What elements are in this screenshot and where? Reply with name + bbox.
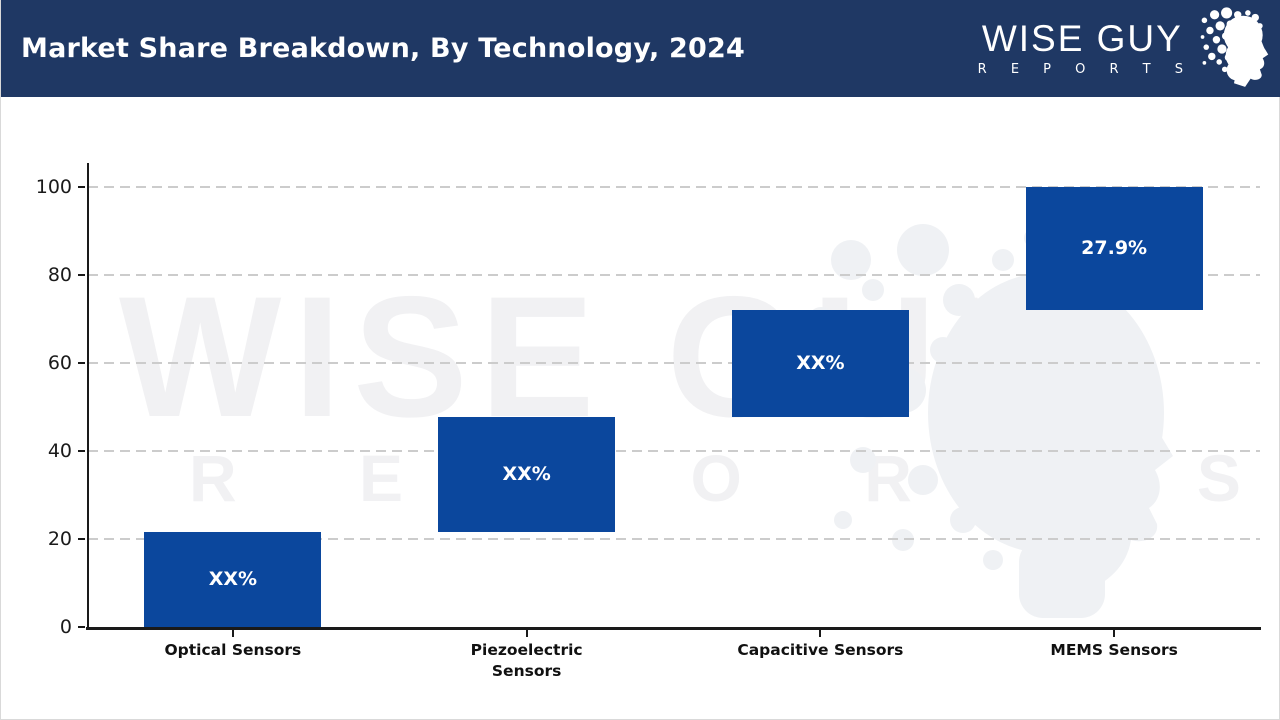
- x-category-label: Optical Sensors: [123, 640, 343, 661]
- bar-value-label: XX%: [208, 568, 258, 591]
- x-category-label-line: MEMS Sensors: [1050, 641, 1178, 659]
- wiseguy-logo: WISE GUY R E P O R T S: [972, 6, 1280, 91]
- y-tick-mark: [78, 450, 85, 452]
- bar-mems-sensors: 27.9%: [1025, 187, 1203, 310]
- x-category-label: Capacitive Sensors: [710, 640, 930, 661]
- y-tick-mark: [78, 274, 85, 276]
- bar-value-label: XX%: [796, 352, 845, 375]
- gridline: [88, 186, 1260, 188]
- bar-value-label: XX%: [502, 463, 551, 486]
- x-tick-mark: [231, 629, 234, 637]
- y-tick-label: 100: [35, 176, 72, 198]
- gridline: [88, 538, 1260, 540]
- bar-capacitive-sensors: XX%: [731, 309, 909, 417]
- logo-tagline-text: R E P O R T S: [977, 62, 1193, 77]
- y-axis-line: [87, 163, 89, 629]
- wiseguy-face-logo-icon: [1200, 6, 1269, 87]
- x-tick-mark: [1113, 629, 1116, 637]
- y-tick-label: 60: [47, 352, 72, 374]
- watermark-face-graphic: [796, 218, 1173, 618]
- x-category-label-line: Optical Sensors: [164, 641, 302, 659]
- x-axis-line: [86, 627, 1261, 630]
- y-tick-mark: [78, 186, 85, 188]
- gridline: [88, 274, 1260, 276]
- y-tick-mark: [78, 626, 85, 628]
- y-tick-label: 20: [47, 528, 72, 550]
- logo-name-text: WISE GUY: [981, 18, 1183, 59]
- x-tick-mark: [819, 629, 822, 637]
- x-tick-mark: [525, 629, 528, 637]
- x-category-label-line: Sensors: [491, 662, 562, 680]
- header-bar: Market Share Breakdown, By Technology, 2…: [1, 0, 1280, 97]
- x-category-label: Piezoelectric Sensors: [417, 640, 637, 682]
- y-tick-label: 80: [47, 264, 72, 286]
- y-tick-mark: [78, 538, 85, 540]
- wiseguy-logo-text: WISE GUY R E P O R T S: [972, 20, 1193, 77]
- y-tick-mark: [78, 362, 85, 364]
- x-category-label: MEMS Sensors: [1004, 640, 1224, 661]
- gridline: [88, 362, 1260, 364]
- x-category-label-line: Piezoelectric: [470, 641, 583, 659]
- bar-piezoelectric-sensors: XX%: [438, 416, 616, 532]
- chart-title: Market Share Breakdown, By Technology, 2…: [21, 33, 746, 64]
- bar-value-label: 27.9%: [1081, 237, 1148, 260]
- x-category-label-line: Capacitive Sensors: [737, 641, 904, 659]
- y-tick-label: 0: [59, 616, 72, 638]
- gridline: [88, 450, 1260, 452]
- bar-optical-sensors: XX%: [144, 531, 322, 627]
- y-tick-label: 40: [47, 440, 72, 462]
